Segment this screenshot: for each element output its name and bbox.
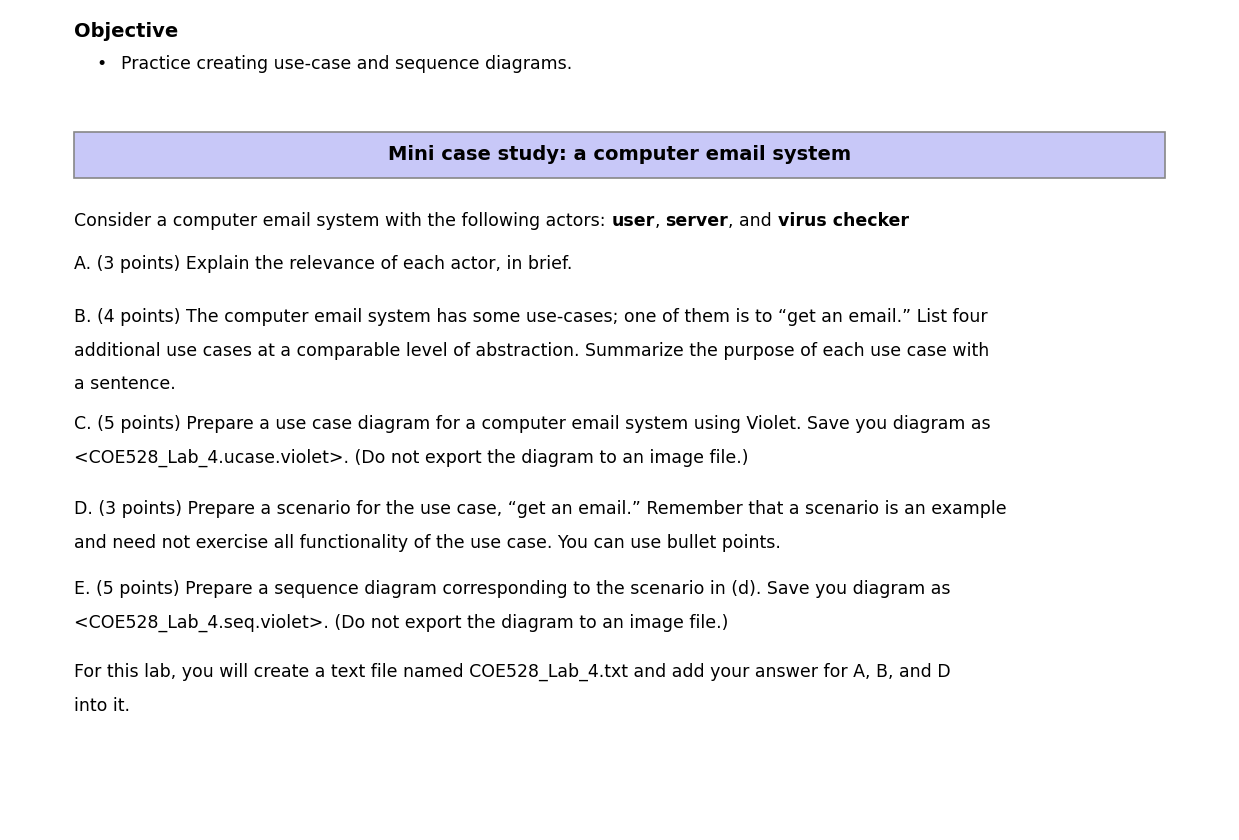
Text: <COE528_Lab_4.ucase.violet>. (Do not export the diagram to an image file.): <COE528_Lab_4.ucase.violet>. (Do not exp… <box>74 449 748 467</box>
Text: Practice creating use-case and sequence diagrams.: Practice creating use-case and sequence … <box>121 55 572 73</box>
Text: For this lab, you will create a text file named COE528_Lab_4.txt and add your an: For this lab, you will create a text fil… <box>74 663 952 681</box>
Text: , and: , and <box>729 212 778 230</box>
Text: A. (3 points) Explain the relevance of each actor, in brief.: A. (3 points) Explain the relevance of e… <box>74 255 572 273</box>
Text: user: user <box>611 212 654 230</box>
Text: server: server <box>665 212 729 230</box>
Text: B. (4 points) The computer email system has some use-cases; one of them is to “g: B. (4 points) The computer email system … <box>74 308 987 326</box>
Text: <COE528_Lab_4.seq.violet>. (Do not export the diagram to an image file.): <COE528_Lab_4.seq.violet>. (Do not expor… <box>74 613 729 632</box>
Text: virus checker: virus checker <box>778 212 908 230</box>
Text: Objective: Objective <box>74 22 178 41</box>
Text: Mini case study: a computer email system: Mini case study: a computer email system <box>388 145 851 165</box>
Text: Consider a computer email system with the following actors:: Consider a computer email system with th… <box>74 212 611 230</box>
Text: additional use cases at a comparable level of abstraction. Summarize the purpose: additional use cases at a comparable lev… <box>74 342 990 360</box>
FancyBboxPatch shape <box>74 132 1165 178</box>
Text: E. (5 points) Prepare a sequence diagram corresponding to the scenario in (d). S: E. (5 points) Prepare a sequence diagram… <box>74 580 950 598</box>
Text: and need not exercise all functionality of the use case. You can use bullet poin: and need not exercise all functionality … <box>74 533 782 552</box>
Text: into it.: into it. <box>74 696 130 715</box>
Text: C. (5 points) Prepare a use case diagram for a computer email system using Viole: C. (5 points) Prepare a use case diagram… <box>74 415 991 433</box>
Text: a sentence.: a sentence. <box>74 375 176 393</box>
Text: ,: , <box>654 212 665 230</box>
Text: •: • <box>97 55 107 73</box>
Text: D. (3 points) Prepare a scenario for the use case, “get an email.” Remember that: D. (3 points) Prepare a scenario for the… <box>74 500 1007 518</box>
